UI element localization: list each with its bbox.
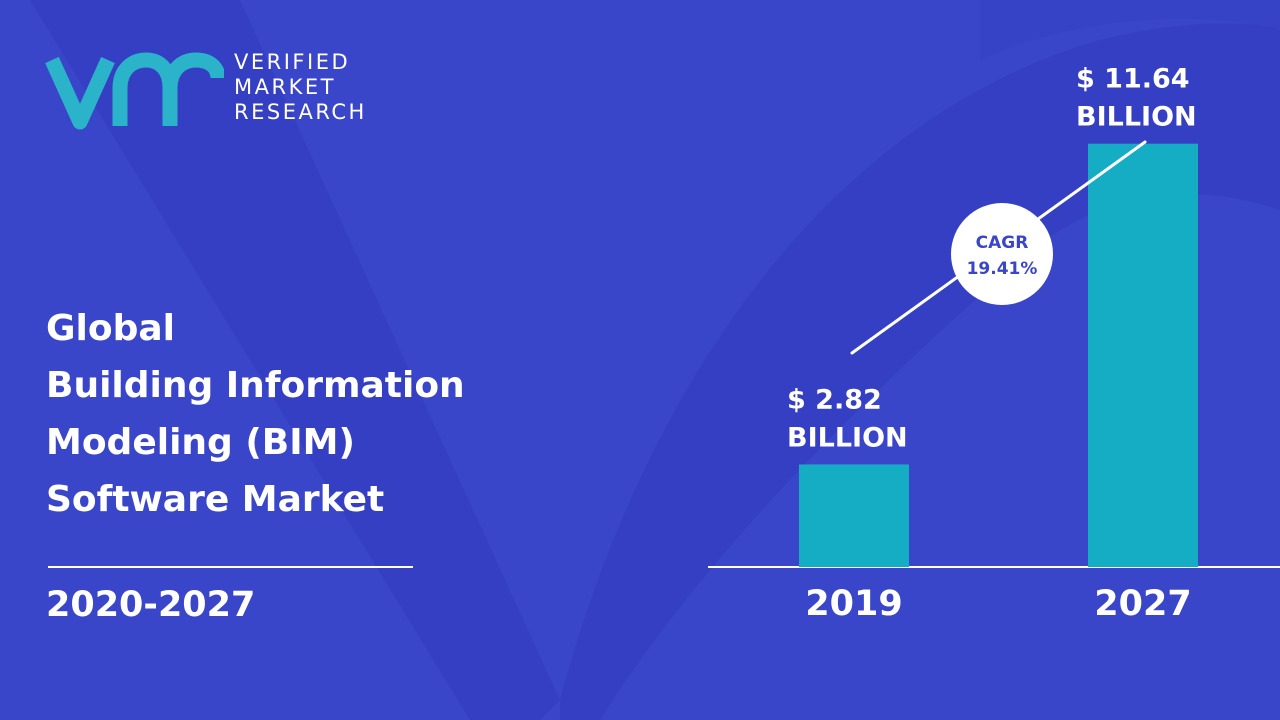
x-tick-label-2019: 2019 <box>805 584 902 624</box>
forecast-period: 2020-2027 <box>46 585 256 625</box>
brand-name-line-3: RESEARCH <box>234 100 367 124</box>
data-label-2019-line-2: BILLION <box>787 422 908 453</box>
title-line-1: Global <box>46 308 176 349</box>
brand-name: VERIFIED MARKET RESEARCH <box>234 50 367 125</box>
brand-logo: VERIFIED MARKET RESEARCH <box>44 48 404 138</box>
title-line-4: Software Market <box>46 479 385 520</box>
brand-name-line-2: MARKET <box>234 75 336 99</box>
background-v-top-right <box>980 0 1280 60</box>
report-title: Global Building Information Modeling (BI… <box>46 300 606 528</box>
x-tick-label-2027: 2027 <box>1094 584 1191 624</box>
title-line-2: Building Information <box>46 365 465 406</box>
data-label-2027-line-1: $ 11.64 <box>1076 64 1190 95</box>
title-divider <box>48 566 413 568</box>
cagr-label-line-2: 19.41% <box>967 259 1038 279</box>
data-label-2027-line-2: BILLION <box>1076 102 1197 133</box>
bar-2027 <box>1088 143 1198 567</box>
bar-2019 <box>799 464 909 567</box>
brand-name-line-1: VERIFIED <box>234 50 351 74</box>
cagr-label-line-1: CAGR <box>976 233 1029 253</box>
data-label-2019-line-1: $ 2.82 <box>787 384 882 415</box>
vmr-logo-icon <box>45 52 224 130</box>
background-v-left-stroke <box>30 0 560 720</box>
cagr-badge <box>951 203 1053 305</box>
title-line-3: Modeling (BIM) <box>46 422 355 463</box>
